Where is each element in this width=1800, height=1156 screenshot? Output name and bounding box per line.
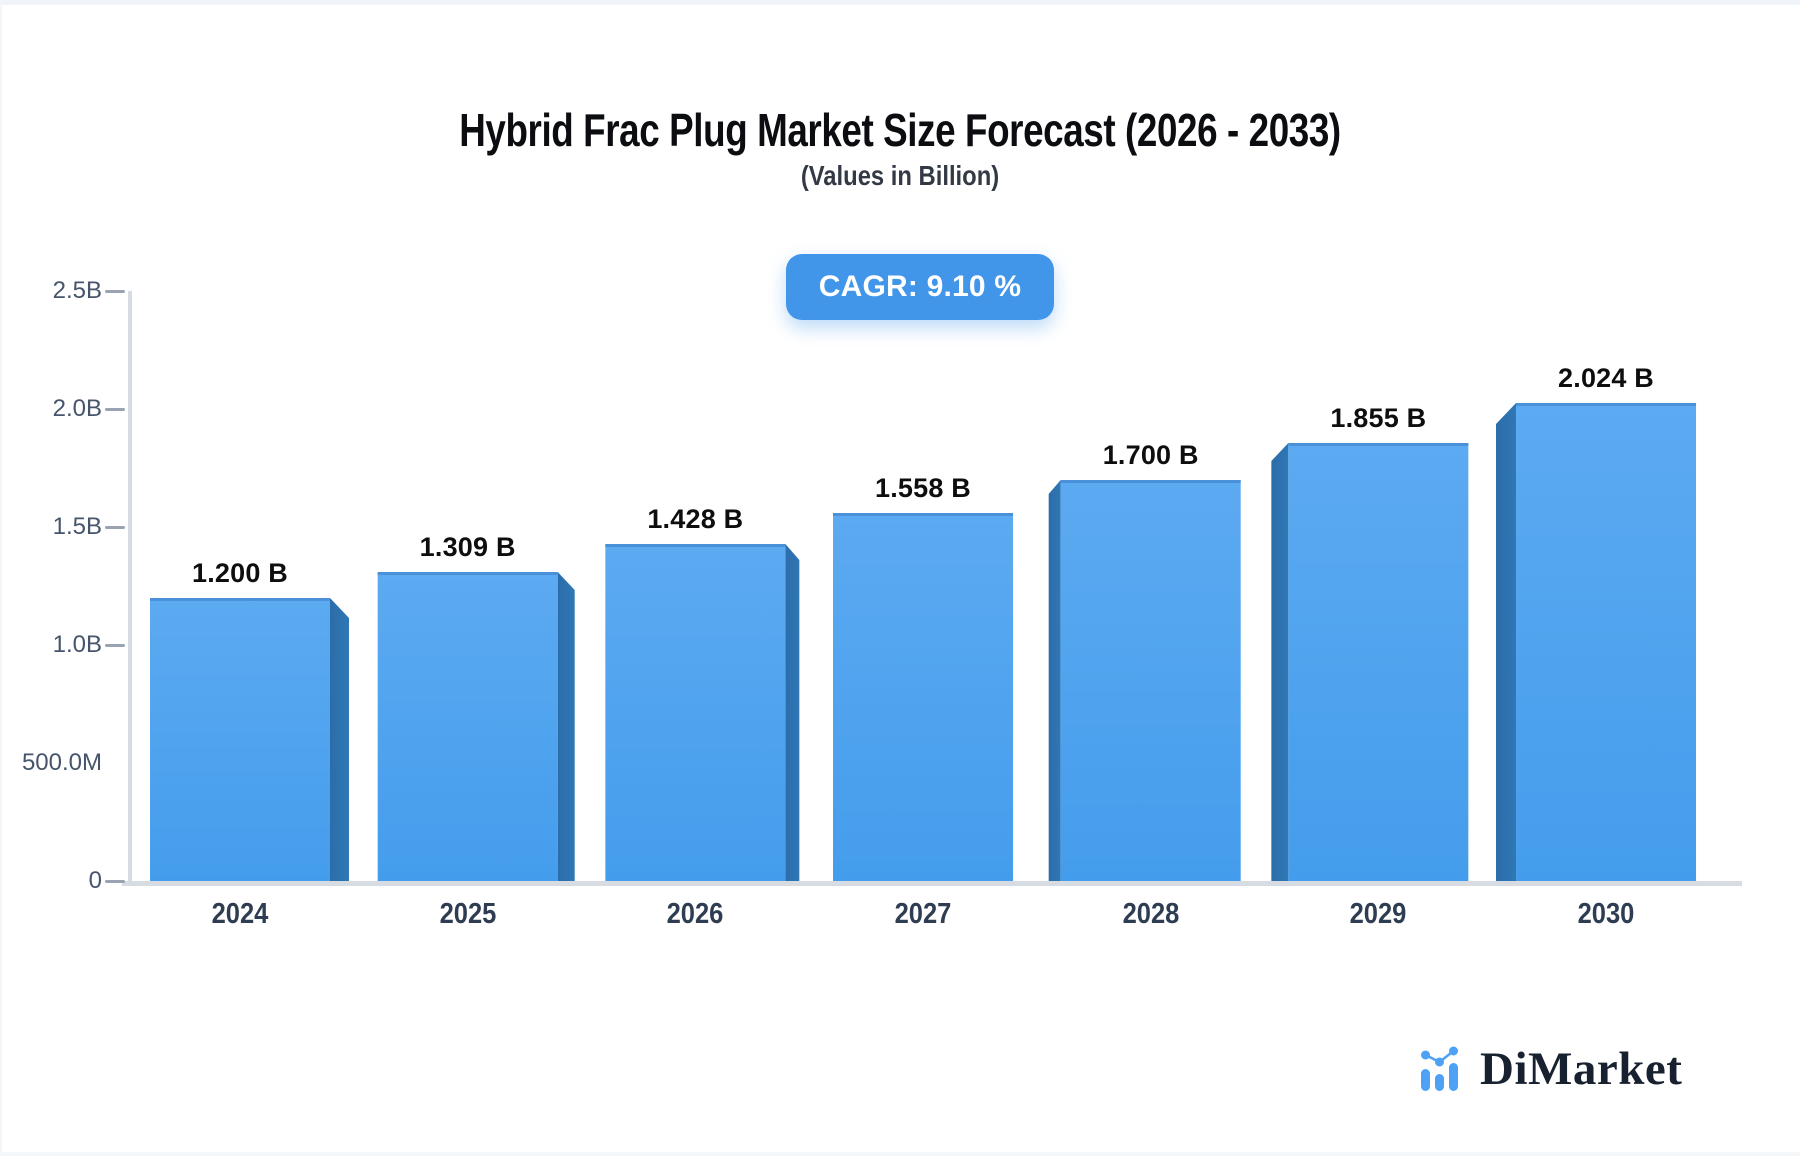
bar-2027[interactable] — [833, 513, 1014, 882]
y-axis-label: 500.0M — [21, 749, 102, 776]
x-axis-label-2024: 2024 — [211, 898, 269, 930]
window-edge-top — [0, 0, 1800, 5]
bar-value-label: 1.558 B — [875, 473, 971, 503]
bar-value-label: 1.428 B — [647, 504, 744, 534]
mini-bar-chart-icon — [1421, 1046, 1458, 1091]
bar-value-label: 1.855 B — [1330, 403, 1427, 433]
bar-2029[interactable] — [1288, 443, 1469, 882]
y-axis-label: 1.0B — [52, 631, 102, 658]
bar-2030[interactable] — [1516, 403, 1697, 882]
bar-value-label: 1.200 B — [192, 558, 288, 588]
bar-side-face — [1048, 480, 1061, 882]
x-axis-label-2030: 2030 — [1577, 898, 1635, 930]
x-axis-line — [122, 881, 1742, 886]
window-edge-left — [0, 0, 2, 1156]
bar-top-edge — [1288, 443, 1469, 446]
bar-side-face — [1496, 403, 1517, 882]
bar-top-edge — [150, 598, 330, 601]
bar-top-edge — [605, 544, 786, 547]
chart-subtitle: (Values in Billion) — [800, 160, 1000, 191]
bar-2028[interactable] — [1060, 480, 1241, 882]
bar-value-label: 1.700 B — [1102, 440, 1199, 470]
bar-top-edge — [377, 572, 558, 575]
y-axis-label: 2.5B — [52, 277, 102, 304]
brand-logo: DiMarket — [1418, 1038, 1682, 1100]
x-axis-label-2028: 2028 — [1122, 898, 1180, 930]
bar-side-face — [785, 544, 800, 882]
y-axis-label: 0 — [88, 867, 102, 894]
y-axis-line — [128, 291, 132, 884]
y-axis-tick — [105, 408, 125, 411]
x-axis-label-2029: 2029 — [1349, 898, 1407, 930]
x-axis-label-2027: 2027 — [894, 898, 952, 930]
x-axis-label-2026: 2026 — [666, 898, 724, 930]
bar-top-edge — [1060, 480, 1241, 483]
y-axis-label: 2.0B — [52, 395, 102, 422]
y-axis-tick — [105, 526, 125, 529]
brand-name: DiMarket — [1480, 1043, 1683, 1095]
x-axis-label-2025: 2025 — [439, 898, 497, 930]
bar-top-edge — [1516, 403, 1697, 406]
y-axis-tick — [105, 290, 125, 293]
y-axis-label: 1.5B — [52, 513, 102, 540]
y-axis-tick — [105, 644, 125, 647]
bar-side-face — [557, 572, 575, 882]
bar-value-label: 1.309 B — [419, 532, 516, 562]
bar-top-edge — [833, 513, 1014, 516]
cagr-badge: CAGR: 9.10 % — [786, 254, 1054, 320]
bar-2025[interactable] — [377, 572, 558, 882]
bar-2026[interactable] — [605, 544, 786, 882]
y-axis-tick — [105, 880, 125, 883]
bar-value-label: 2.024 B — [1558, 363, 1654, 393]
bar-2024[interactable] — [150, 598, 330, 882]
chart-title: Hybrid Frac Plug Market Size Forecast (2… — [459, 104, 1341, 156]
window-edge-bottom — [0, 1152, 1800, 1156]
bar-side-face — [330, 598, 349, 882]
bar-side-face — [1271, 443, 1289, 882]
